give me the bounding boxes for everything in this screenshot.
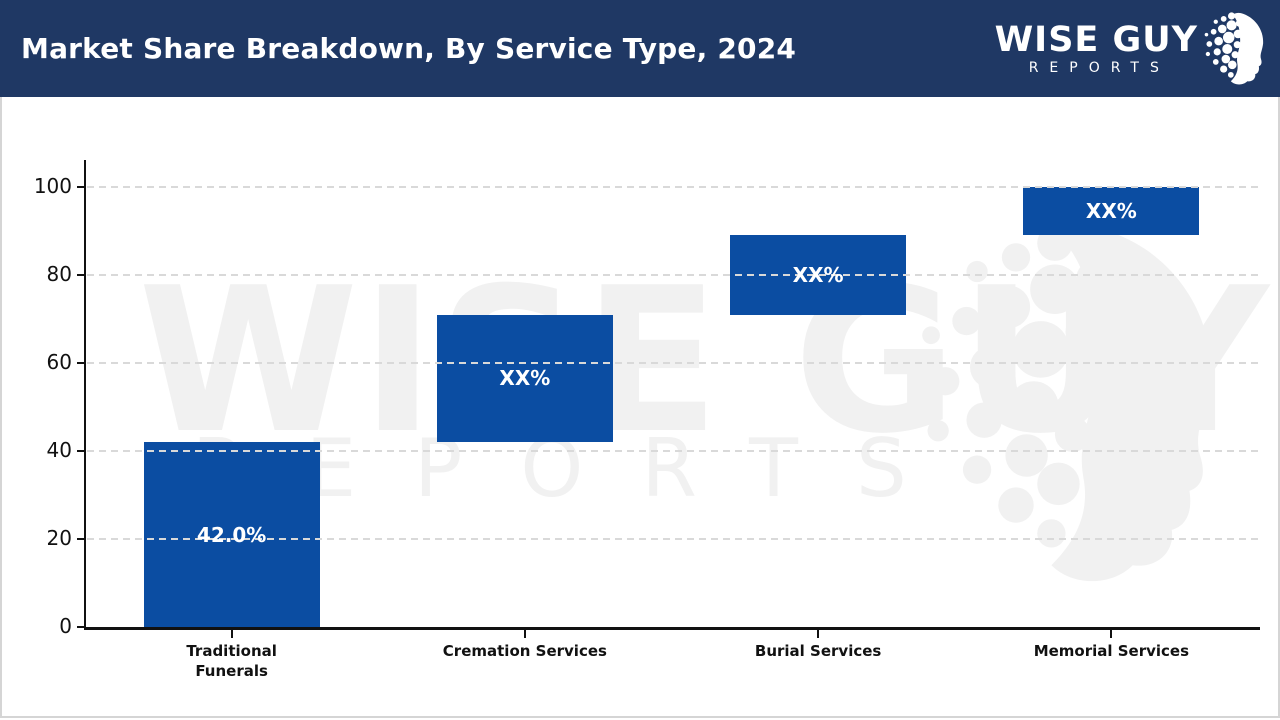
- frame-border-right: [1278, 97, 1280, 718]
- y-tick-mark: [77, 186, 85, 188]
- gridline: [87, 186, 1258, 188]
- y-tick-label: 100: [33, 174, 72, 198]
- bar-value-label: XX%: [792, 263, 844, 287]
- gridline: [87, 362, 1258, 364]
- logo-wise-guy-text: WISE GUY: [994, 19, 1198, 60]
- y-tick-mark: [77, 450, 85, 452]
- y-tick-mark: [77, 626, 85, 628]
- x-category-label: Memorial Services: [1033, 642, 1190, 660]
- y-tick-mark: [77, 274, 85, 276]
- y-tick-mark: [77, 538, 85, 540]
- watermark-head-icon: [858, 222, 1266, 590]
- bar: [436, 314, 613, 443]
- frame-border-left: [0, 97, 2, 718]
- header-bar: Market Share Breakdown, By Service Type,…: [0, 0, 1280, 97]
- bar-value-label: XX%: [1085, 199, 1137, 224]
- logo-head-icon: [1200, 9, 1266, 89]
- gridline: [87, 450, 1258, 452]
- x-tick-mark: [230, 630, 233, 638]
- x-tick-mark: [523, 630, 526, 638]
- bar-value-label: 42.0%: [196, 522, 267, 547]
- y-tick-label: 80: [46, 262, 72, 286]
- x-tick-mark: [1110, 630, 1113, 638]
- bar-value-label: XX%: [499, 366, 551, 391]
- y-tick-label: 40: [46, 438, 72, 462]
- bar: [1023, 187, 1200, 236]
- page-title: Market Share Breakdown, By Service Type,…: [21, 32, 797, 65]
- y-axis-line: [84, 160, 86, 629]
- x-tick-mark: [817, 630, 820, 638]
- x-category-label: Cremation Services: [442, 642, 607, 660]
- frame-border-bottom: [0, 716, 1280, 718]
- bar: [143, 442, 320, 627]
- x-axis-line: [84, 627, 1260, 630]
- wise-guy-reports-logo: WISE GUY REPORTS: [995, 9, 1280, 89]
- y-tick-label: 60: [46, 350, 72, 374]
- gridline: [87, 538, 1258, 540]
- logo-reports-text: REPORTS: [1028, 59, 1170, 76]
- y-tick-label: 0: [59, 614, 72, 638]
- y-tick-mark: [77, 362, 85, 364]
- gridline: [87, 274, 1258, 276]
- x-category-label: Traditional Funerals: [186, 642, 277, 680]
- x-category-label: Burial Services: [754, 642, 882, 660]
- logo-text: WISE GUY REPORTS: [995, 22, 1198, 76]
- y-tick-label: 20: [46, 526, 72, 550]
